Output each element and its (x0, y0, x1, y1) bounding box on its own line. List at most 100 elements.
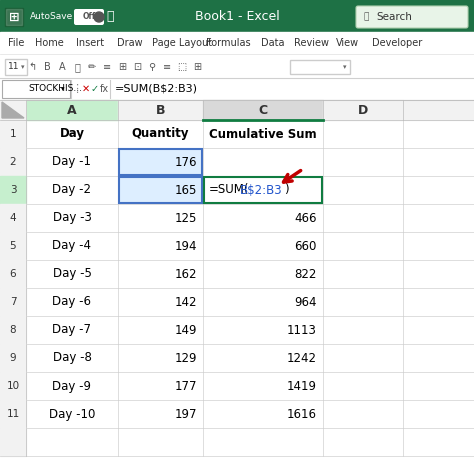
Text: ↰: ↰ (28, 62, 36, 72)
Text: D: D (358, 104, 368, 116)
Bar (26, 232, 403, 260)
Bar (0, 176, 26, 204)
Text: ✏: ✏ (88, 62, 96, 72)
Bar (0, 344, 26, 372)
Text: Day -6: Day -6 (53, 296, 91, 308)
Text: =SUM(B$2:B3): =SUM(B$2:B3) (115, 84, 198, 94)
Text: 129: 129 (174, 351, 197, 365)
Text: 7: 7 (9, 297, 16, 307)
Bar (2, 80, 70, 98)
Text: C: C (258, 104, 267, 116)
Text: STOCKHIS...: STOCKHIS... (28, 85, 82, 94)
Text: 9: 9 (9, 353, 16, 363)
Text: 149: 149 (174, 324, 197, 336)
FancyBboxPatch shape (74, 9, 104, 25)
Text: Day -4: Day -4 (53, 239, 91, 253)
Text: ⬜: ⬜ (74, 62, 80, 72)
Text: Day -7: Day -7 (53, 324, 91, 336)
Bar (0, 260, 26, 288)
Bar (0, 100, 26, 120)
Polygon shape (2, 102, 24, 118)
Bar (118, 100, 203, 120)
Text: Day -8: Day -8 (53, 351, 91, 365)
Bar (5, 59, 27, 75)
Text: 2: 2 (9, 157, 16, 167)
Text: 10: 10 (7, 381, 19, 391)
Bar (5, 8, 23, 26)
Bar (26, 400, 403, 428)
Text: 11: 11 (8, 62, 20, 71)
Bar (26, 288, 403, 316)
Text: B$2:B3: B$2:B3 (240, 184, 283, 196)
Bar (26, 428, 403, 456)
Text: 3: 3 (9, 185, 16, 195)
Text: ): ) (284, 184, 289, 196)
Text: Cumulative Sum: Cumulative Sum (209, 128, 317, 140)
Text: ⋮: ⋮ (72, 84, 82, 94)
Bar (0, 428, 26, 456)
Text: Day -9: Day -9 (53, 379, 91, 393)
Text: 1: 1 (9, 129, 16, 139)
Text: B: B (156, 104, 165, 116)
Bar (0, 288, 26, 316)
Text: ▾: ▾ (21, 64, 25, 70)
Text: ✓: ✓ (91, 84, 99, 94)
Text: 8: 8 (9, 325, 16, 335)
Text: 466: 466 (294, 211, 317, 225)
Bar (203, 100, 323, 120)
Text: 4: 4 (9, 213, 16, 223)
Text: ⊞: ⊞ (118, 62, 126, 72)
Bar (0, 0, 474, 32)
Text: 142: 142 (174, 296, 197, 308)
Bar (26, 260, 403, 288)
Bar (290, 60, 350, 74)
Bar (0, 78, 474, 100)
Bar (119, 177, 202, 203)
Text: Data: Data (261, 38, 284, 48)
Text: Off: Off (83, 12, 96, 21)
Text: fx: fx (100, 84, 109, 94)
Text: ⊞: ⊞ (193, 62, 201, 72)
Text: ≡: ≡ (163, 62, 171, 72)
Text: File: File (8, 38, 24, 48)
Text: 5: 5 (9, 241, 16, 251)
Text: Quantity: Quantity (132, 128, 189, 140)
Text: 165: 165 (174, 184, 197, 196)
Bar (26, 372, 403, 400)
Text: Page Layout: Page Layout (152, 38, 212, 48)
Circle shape (94, 12, 104, 22)
Text: 1616: 1616 (287, 408, 317, 420)
Bar (323, 100, 403, 120)
Text: A: A (59, 62, 65, 72)
Bar (0, 148, 26, 176)
Text: 1419: 1419 (287, 379, 317, 393)
Text: AutoSave: AutoSave (30, 12, 73, 21)
Text: Home: Home (35, 38, 64, 48)
Bar (6, 9, 22, 25)
Text: 1242: 1242 (287, 351, 317, 365)
Bar (204, 177, 322, 203)
Bar (26, 344, 403, 372)
Bar (0, 54, 474, 78)
Bar (26, 176, 403, 204)
Text: 176: 176 (174, 156, 197, 168)
Text: Day -1: Day -1 (53, 156, 91, 168)
FancyBboxPatch shape (356, 6, 468, 28)
Text: 822: 822 (295, 268, 317, 280)
Text: Day -5: Day -5 (53, 268, 91, 280)
Bar (0, 32, 474, 54)
Bar (0, 232, 26, 260)
Text: 125: 125 (174, 211, 197, 225)
Text: Day: Day (60, 128, 84, 140)
Text: Review: Review (294, 38, 329, 48)
Bar (26, 316, 403, 344)
Text: 6: 6 (9, 269, 16, 279)
Text: Book1 - Excel: Book1 - Excel (195, 10, 279, 24)
Text: 197: 197 (174, 408, 197, 420)
Text: 🔍: 🔍 (364, 12, 369, 21)
Text: 177: 177 (174, 379, 197, 393)
Bar (26, 120, 403, 148)
Bar (0, 316, 26, 344)
Bar (119, 149, 202, 175)
Text: ▾: ▾ (343, 64, 347, 70)
